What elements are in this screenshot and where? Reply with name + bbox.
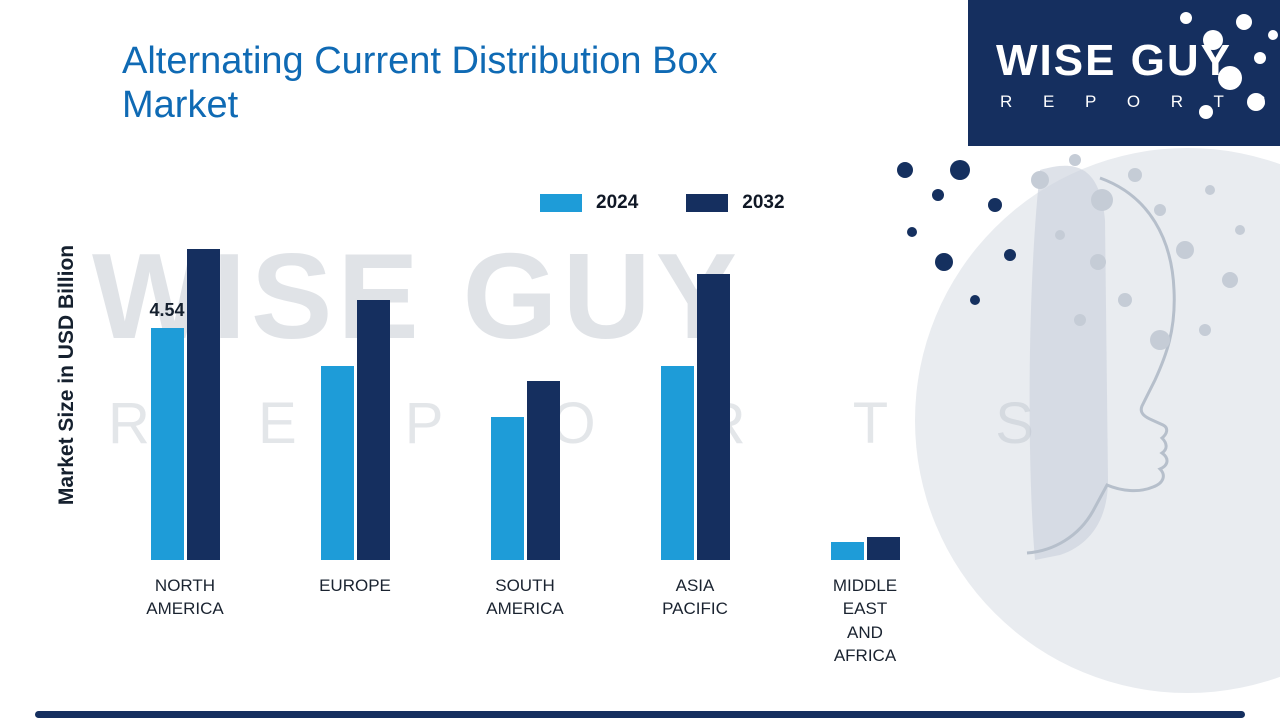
bar-group-north-america: 4.54 NORTH AMERICA xyxy=(100,220,270,618)
legend-item-2032: 2032 xyxy=(686,192,785,214)
bar-group-south-america: SOUTH AMERICA xyxy=(440,220,610,618)
bottom-accent-bar xyxy=(35,711,1245,718)
legend-swatch xyxy=(686,194,729,212)
category-label: NORTH AMERICA xyxy=(146,576,224,619)
bar-2032-europe xyxy=(356,300,390,560)
bar-2024-europe xyxy=(320,366,354,560)
bar-group-asia-pacific: ASIA PACIFIC xyxy=(610,220,780,618)
y-axis-label: Market Size in USD Billion xyxy=(55,244,78,506)
bar-2032-south-america xyxy=(526,381,560,560)
bar-value-label: 4.54 xyxy=(149,300,185,320)
bar-2024-south-america xyxy=(490,417,524,560)
bar-2024-north-america: 4.54 xyxy=(149,300,185,560)
logo-dots-icon xyxy=(1180,12,1278,119)
wiseguy-logo: WISE GUY R E P O R T S xyxy=(968,0,1280,146)
bar-2032-asia-pacific xyxy=(696,274,730,560)
bar-group-europe: EUROPE xyxy=(270,220,440,595)
bar-2032-middle-east-and-africa xyxy=(866,537,900,560)
bar-group-middle-east-and-africa: MIDDLE EAST AND AFRICA xyxy=(780,220,950,665)
bar-chart: 4.54 NORTH AMERICA EUROPE SOUTH AMERICA ASIA… xyxy=(100,220,950,665)
category-label: MIDDLE EAST AND AFRICA xyxy=(832,576,898,666)
logo-wordmark: WISE GUY xyxy=(996,36,1233,85)
category-label: SOUTH AMERICA xyxy=(486,576,564,619)
logo-subtitle: R E P O R T S xyxy=(1000,92,1279,111)
bar-2024-middle-east-and-africa xyxy=(830,542,864,560)
category-label: EUROPE xyxy=(319,576,391,595)
watermark-reports: R E P O R T S xyxy=(108,391,1080,456)
chart-legend: 2024 2032 xyxy=(540,192,785,214)
bar-2032-north-america xyxy=(186,249,220,560)
legend-label: 2032 xyxy=(742,192,785,213)
chart-title: Alternating Current Distribution Box Mar… xyxy=(122,40,718,126)
legend-swatch xyxy=(540,194,582,212)
bar-2024-asia-pacific xyxy=(660,366,694,560)
legend-label: 2024 xyxy=(596,192,639,213)
legend-item-2024: 2024 xyxy=(540,192,638,214)
category-label: ASIA PACIFIC xyxy=(662,576,728,619)
